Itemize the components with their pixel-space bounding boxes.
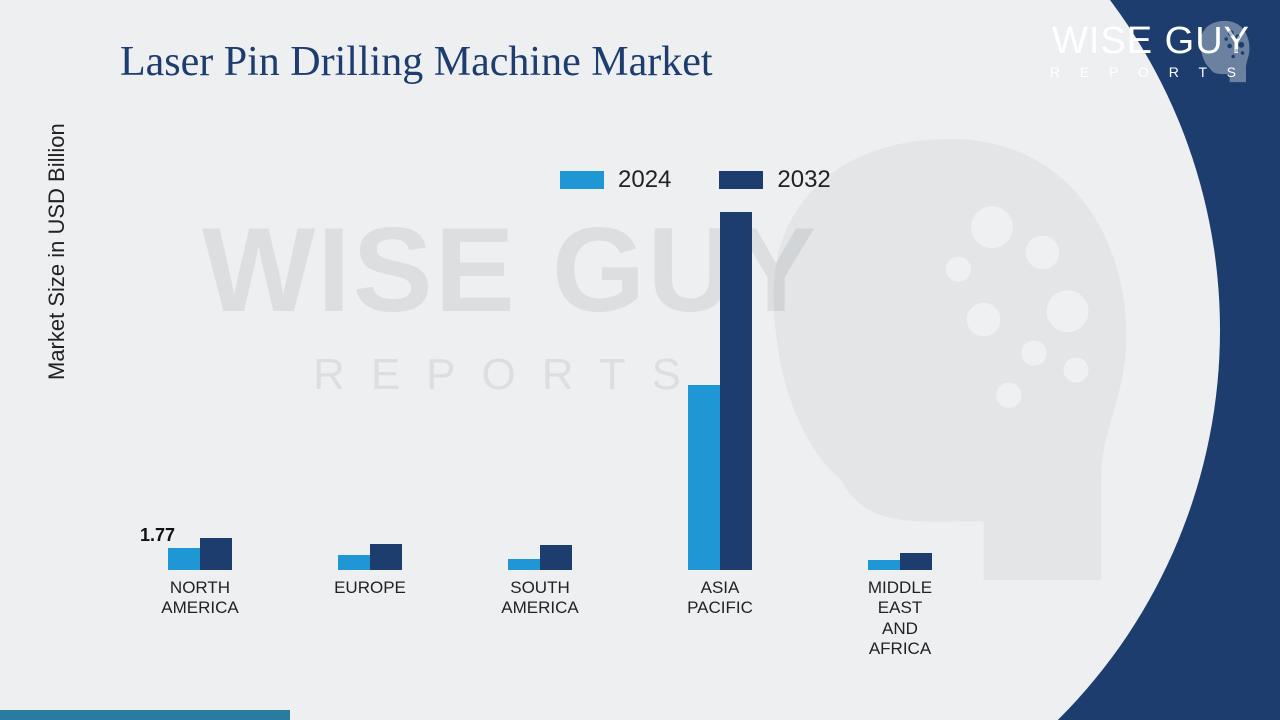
bar-value-label: 1.77	[140, 525, 175, 546]
bar-2032	[720, 212, 752, 570]
brand-head-icon	[1190, 18, 1260, 93]
bar-2032	[370, 544, 402, 570]
bar-2032	[540, 545, 572, 570]
right-panel	[960, 0, 1280, 720]
bar-pair	[688, 212, 752, 570]
bottom-accent-bar	[0, 710, 290, 720]
bar-pair	[868, 553, 932, 570]
chart-canvas: WISE GUY REPORTS Laser Pin Drilling Mach…	[0, 0, 1280, 720]
bar-2024	[508, 559, 540, 570]
legend-swatch-2024	[560, 171, 604, 189]
category-label: MIDDLE EAST AND AFRICA	[830, 578, 970, 660]
category-label: NORTH AMERICA	[130, 578, 270, 619]
bar-2032	[200, 538, 232, 570]
chart-title: Laser Pin Drilling Machine Market	[120, 38, 713, 86]
category-label: SOUTH AMERICA	[470, 578, 610, 619]
legend-swatch-2032	[719, 171, 763, 189]
bar-pair: 1.77	[168, 538, 232, 570]
legend-item-2032: 2032	[719, 166, 830, 194]
legend-label-2032: 2032	[777, 166, 830, 194]
bar-pair	[338, 544, 402, 570]
bar-pair	[508, 545, 572, 570]
brand-logo: WISE GUY R E P O R T S	[990, 22, 1250, 80]
legend-item-2024: 2024	[560, 166, 671, 194]
category-label: EUROPE	[300, 578, 440, 598]
category-label: ASIA PACIFIC	[650, 578, 790, 619]
bar-2024: 1.77	[168, 548, 200, 570]
bar-2032	[900, 553, 932, 570]
chart-plot-area: 1.77NORTH AMERICAEUROPESOUTH AMERICAASIA…	[100, 200, 960, 570]
bar-2024	[688, 385, 720, 570]
y-axis-label: Market Size in USD Billion	[44, 123, 70, 380]
legend-label-2024: 2024	[618, 166, 671, 194]
legend: 2024 2032	[560, 166, 831, 194]
bar-2024	[868, 560, 900, 570]
bar-2024	[338, 555, 370, 570]
